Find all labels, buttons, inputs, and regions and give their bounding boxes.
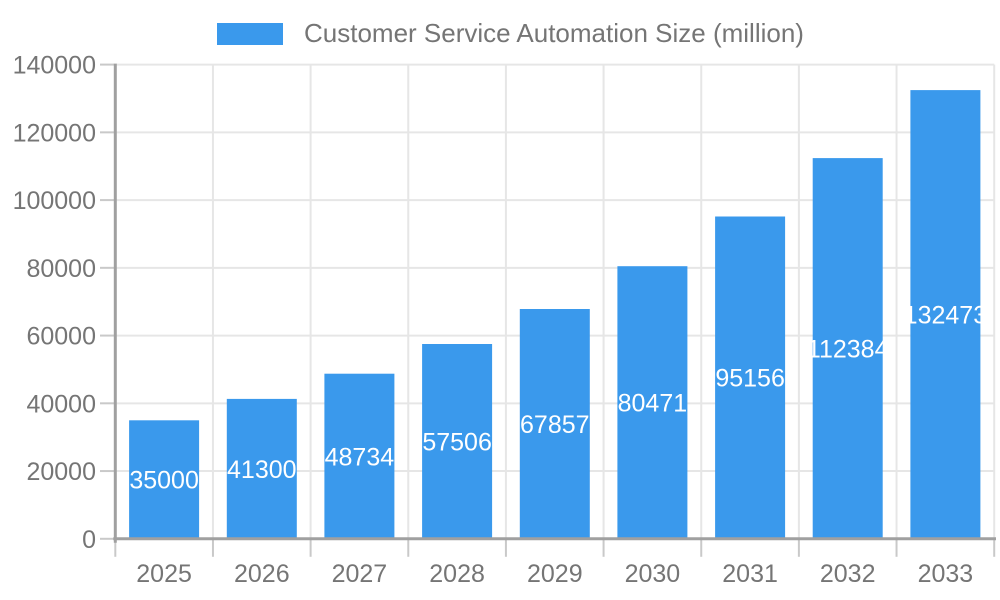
y-tick-label: 100000 [13, 187, 96, 215]
x-tick-label: 2030 [625, 560, 681, 588]
bar-value-label: 112384 [807, 336, 889, 364]
y-tick-label: 140000 [13, 52, 96, 80]
bar-2027[interactable] [324, 373, 395, 539]
x-tick-label: 2033 [918, 560, 974, 588]
legend-label: Customer Service Automation Size (millio… [304, 18, 804, 48]
x-tick-label: 2029 [527, 560, 583, 588]
bar-value-label: 95156 [715, 365, 785, 393]
y-tick-label: 120000 [13, 119, 96, 147]
bar-value-label: 41300 [227, 456, 297, 484]
legend-swatch-icon [217, 22, 283, 45]
bar-2029[interactable] [519, 309, 590, 539]
bar-2026[interactable] [226, 398, 297, 539]
x-tick-label: 2032 [820, 560, 876, 588]
x-tick-label: 2031 [722, 560, 778, 588]
bar-value-label: 57506 [422, 428, 492, 456]
bar-2025[interactable] [129, 420, 200, 539]
x-tick-label: 2026 [234, 560, 290, 588]
bar-2030[interactable] [617, 266, 688, 539]
bar-value-label: 132473 [904, 301, 987, 329]
bar-2031[interactable] [715, 216, 786, 539]
bar-value-label: 67857 [520, 411, 590, 439]
bar-2032[interactable] [812, 158, 883, 539]
x-tick-label: 2025 [136, 560, 192, 588]
x-tick-label: 2028 [429, 560, 485, 588]
bar-value-label: 80471 [618, 390, 688, 418]
y-tick-label: 60000 [26, 323, 96, 351]
bar-value-label: 35000 [129, 467, 199, 495]
y-tick-label: 80000 [26, 255, 96, 283]
bar-value-label: 48734 [325, 443, 395, 471]
bar-2033[interactable] [910, 90, 981, 539]
y-tick-label: 20000 [26, 458, 96, 486]
y-tick-label: 40000 [26, 390, 96, 418]
legend[interactable]: Customer Service Automation Size (millio… [217, 18, 804, 49]
bar-2028[interactable] [422, 344, 493, 539]
x-tick-label: 2027 [332, 560, 388, 588]
y-tick-label: 0 [82, 526, 96, 554]
